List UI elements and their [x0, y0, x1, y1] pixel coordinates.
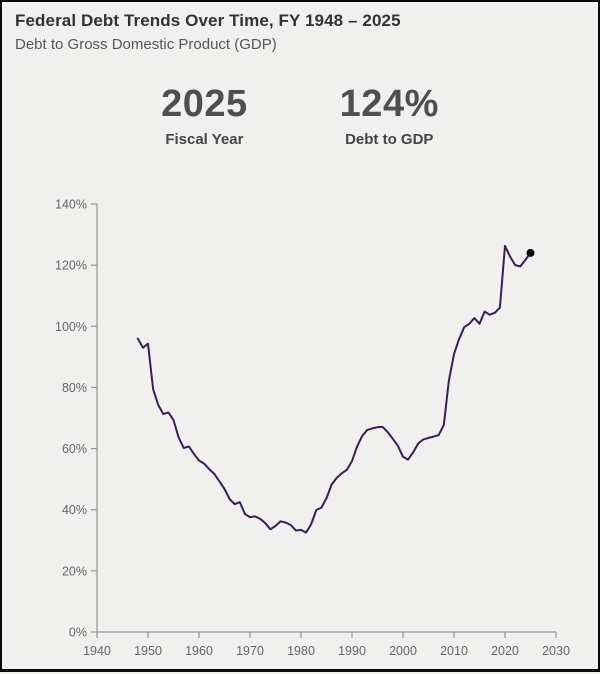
- page-title: Federal Debt Trends Over Time, FY 1948 –…: [15, 11, 401, 30]
- y-tick-label: 80%: [62, 381, 87, 395]
- x-tick-label: 1990: [338, 644, 366, 658]
- x-tick-label: 1960: [185, 644, 213, 658]
- x-tick-label: 1980: [287, 644, 315, 658]
- x-tick-label: 1950: [134, 644, 162, 658]
- debt-to-gdp-line: [136, 244, 532, 534]
- x-tick-label: 2020: [491, 644, 519, 658]
- summary-stats: 2025 Fiscal Year 124% Debt to GDP: [2, 85, 598, 148]
- debt-to-gdp-label: Debt to GDP: [345, 131, 434, 148]
- chart-header: Federal Debt Trends Over Time, FY 1948 –…: [15, 11, 401, 53]
- y-tick-label: 20%: [62, 564, 87, 578]
- x-tick-label: 1970: [236, 644, 264, 658]
- y-tick-label: 40%: [62, 503, 87, 517]
- y-tick-label: 60%: [62, 442, 87, 456]
- y-tick-label: 100%: [55, 320, 87, 334]
- stat-fiscal-year: 2025 Fiscal Year: [161, 85, 248, 148]
- y-tick-label: 140%: [55, 198, 87, 212]
- fiscal-year-label: Fiscal Year: [165, 131, 244, 148]
- y-tick-label: 0%: [69, 626, 87, 640]
- debt-to-gdp-value: 124%: [339, 83, 439, 125]
- x-tick-label: 2000: [389, 644, 417, 658]
- stat-debt-to-gdp: 124% Debt to GDP: [340, 85, 439, 148]
- latest-value-dot: [526, 248, 535, 257]
- fiscal-year-value: 2025: [161, 83, 248, 125]
- x-tick-label: 2010: [440, 644, 468, 658]
- page-subtitle: Debt to Gross Domestic Product (GDP): [15, 36, 277, 53]
- y-tick-label: 120%: [55, 259, 87, 273]
- x-tick-label: 1940: [83, 644, 111, 658]
- x-tick-label: 2030: [542, 644, 570, 658]
